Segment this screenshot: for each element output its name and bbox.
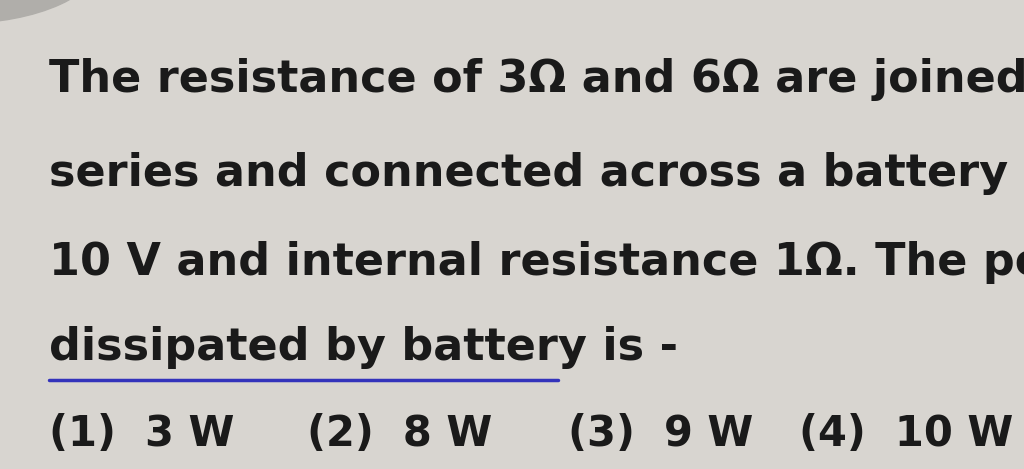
Text: (3)  9 W: (3) 9 W <box>568 413 754 455</box>
Text: dissipated by battery is -: dissipated by battery is - <box>49 325 678 369</box>
Text: The resistance of 3Ω and 6Ω are joined in: The resistance of 3Ω and 6Ω are joined i… <box>49 58 1024 101</box>
Text: (1)  3 W: (1) 3 W <box>49 413 234 455</box>
Text: series and connected across a battery of emf: series and connected across a battery of… <box>49 152 1024 195</box>
Text: 10 V and internal resistance 1Ω. The power: 10 V and internal resistance 1Ω. The pow… <box>49 241 1024 284</box>
Text: (4)  10 W: (4) 10 W <box>799 413 1013 455</box>
Circle shape <box>0 0 102 23</box>
Text: (2)  8 W: (2) 8 W <box>307 413 493 455</box>
